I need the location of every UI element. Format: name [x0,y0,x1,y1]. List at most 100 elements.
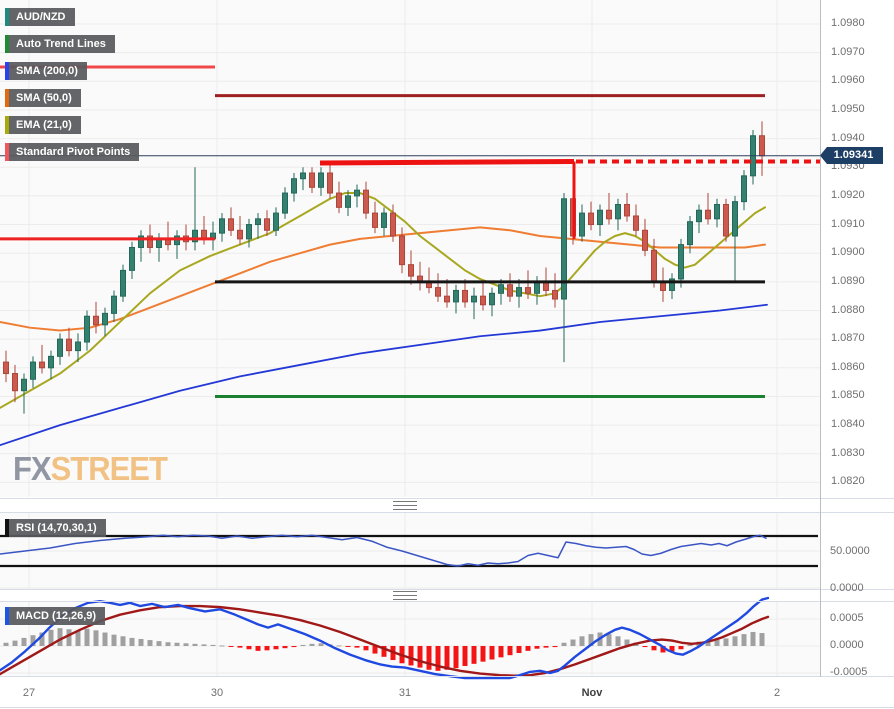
macd-histogram-bar [156,641,162,646]
candle-body [408,264,414,277]
macd-histogram-bar [84,628,90,646]
price-axis-label: 1.0960 [831,74,865,87]
macd-histogram-bar [669,646,675,652]
macd-histogram-bar [183,643,189,646]
candle-body [120,269,126,297]
legend-item-sma50[interactable]: SMA (50,0) [5,89,81,107]
time-axis[interactable] [0,677,894,709]
candle-body [489,292,495,306]
legend-item-auto-trend-lines[interactable]: Auto Trend Lines [5,35,115,53]
sma50-color-bar [5,89,9,107]
fxstreet-logo: FXSTREET [13,450,168,489]
macd-histogram-bar [75,630,81,646]
legend-item-macd[interactable]: MACD (12,26,9) [5,607,106,625]
candle-body [48,355,54,369]
macd-histogram-bar [687,643,693,646]
time-axis-label: 2 [773,687,781,699]
macd-label: MACD (12,26,9) [16,610,97,622]
price-axis-label: 1.0860 [831,360,865,373]
candle-body [678,244,684,280]
legend-item-rsi[interactable]: RSI (14,70,30,1) [5,519,106,537]
legend-item-ema21[interactable]: EMA (21,0) [5,116,81,134]
candle-body [714,203,720,220]
sma200-color-bar [5,62,9,80]
legend-item-pivot-points[interactable]: Standard Pivot Points [5,143,140,161]
macd-histogram-bar [111,634,117,646]
fxstreet-logo-fx: FX [13,450,52,488]
rsi-color-bar [5,519,9,537]
macd-pane-resize-handle[interactable] [393,591,417,600]
macd-histogram-bar [732,636,738,646]
candle-body [318,172,324,188]
macd-histogram-bar [336,645,342,647]
time-axis-label: 31 [398,687,412,699]
macd-histogram-bar [66,629,72,646]
candle-body [480,295,486,306]
candle-body [291,178,297,194]
macd-histogram-bar [723,638,729,646]
candle-body [75,341,81,352]
ema21-color-bar [5,116,9,134]
candle-body [219,218,225,234]
candle-body [228,218,234,231]
candle-body [723,203,729,237]
candle-body [705,209,711,220]
candle-body [345,195,351,208]
pivot-points-color-bar [5,143,9,161]
macd-histogram-bar [129,637,135,646]
macd-histogram-bar [57,628,63,646]
candle-body [57,338,63,357]
macd-histogram-bar [381,646,387,657]
candle-body [21,378,27,392]
main-legend: AUD/NZD Auto Trend Lines SMA (200,0) SMA… [5,8,140,161]
macd-histogram-bar [750,631,756,646]
candle-body [102,312,108,326]
price-axis-label: 1.0950 [831,102,865,115]
rsi-line [0,534,767,567]
candle-body [111,295,117,314]
price-axis-label: 1.0910 [831,217,865,230]
candle-body [633,215,639,231]
macd-histogram-bar [237,646,243,648]
macd-histogram-bar [489,646,495,660]
price-axis-label: 1.0870 [831,332,865,345]
macd-histogram-bar [30,635,36,646]
candle-body [399,235,405,266]
candle-body [624,203,630,217]
rsi-axis-label-50: 50.0000 [830,545,870,557]
price-axis-label: 1.0980 [831,17,865,29]
candle-body [282,192,288,214]
candle-body [327,172,333,194]
macd-histogram-bar [210,644,216,646]
candle-body [471,295,477,303]
price-axis-label: 1.0940 [831,131,865,144]
candle-body [300,172,306,180]
sma-200-line [0,303,768,447]
macd-signal-line [0,604,770,677]
candle-body [129,246,135,271]
time-axis-label: 27 [22,687,36,699]
legend-item-sma200[interactable]: SMA (200,0) [5,62,87,80]
macd-histogram-bar [174,642,180,646]
macd-histogram-bar [552,646,558,648]
legend-item-symbol[interactable]: AUD/NZD [5,8,75,26]
candle-body [588,212,594,226]
candle-body [264,218,270,231]
auto-trend-color-bar [5,35,9,53]
candle-body [444,295,450,303]
candle-body [93,315,99,326]
ema21-label: EMA (21,0) [16,119,72,131]
macd-histogram-bar [741,634,747,646]
candle-body [579,212,585,237]
candle-body [192,229,198,243]
rsi-pane[interactable] [0,512,820,590]
candle-body [561,198,567,300]
macd-histogram-bar [561,642,567,646]
macd-histogram-bar [579,636,585,646]
candle-body [273,212,279,231]
candle-body [12,373,18,392]
rsi-pane-resize-handle[interactable] [393,501,417,510]
candle-body [237,229,243,240]
macd-pane[interactable] [0,601,820,676]
auto-trend-label: Auto Trend Lines [16,38,106,50]
